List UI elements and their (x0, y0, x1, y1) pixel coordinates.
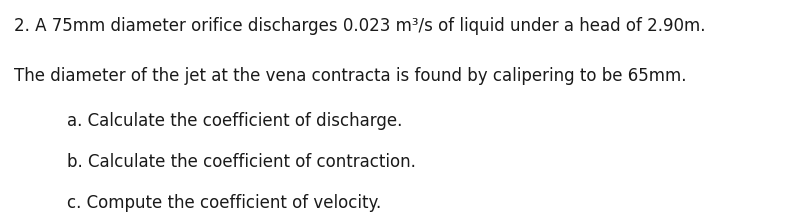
Text: c. Compute the coefficient of velocity.: c. Compute the coefficient of velocity. (67, 194, 381, 212)
Text: b. Calculate the coefficient of contraction.: b. Calculate the coefficient of contract… (67, 153, 416, 171)
Text: The diameter of the jet at the vena contracta is found by calipering to be 65mm.: The diameter of the jet at the vena cont… (14, 67, 687, 85)
Text: 2. A 75mm diameter orifice discharges 0.023 m³/s of liquid under a head of 2.90m: 2. A 75mm diameter orifice discharges 0.… (14, 17, 706, 35)
Text: a. Calculate the coefficient of discharge.: a. Calculate the coefficient of discharg… (67, 112, 403, 130)
